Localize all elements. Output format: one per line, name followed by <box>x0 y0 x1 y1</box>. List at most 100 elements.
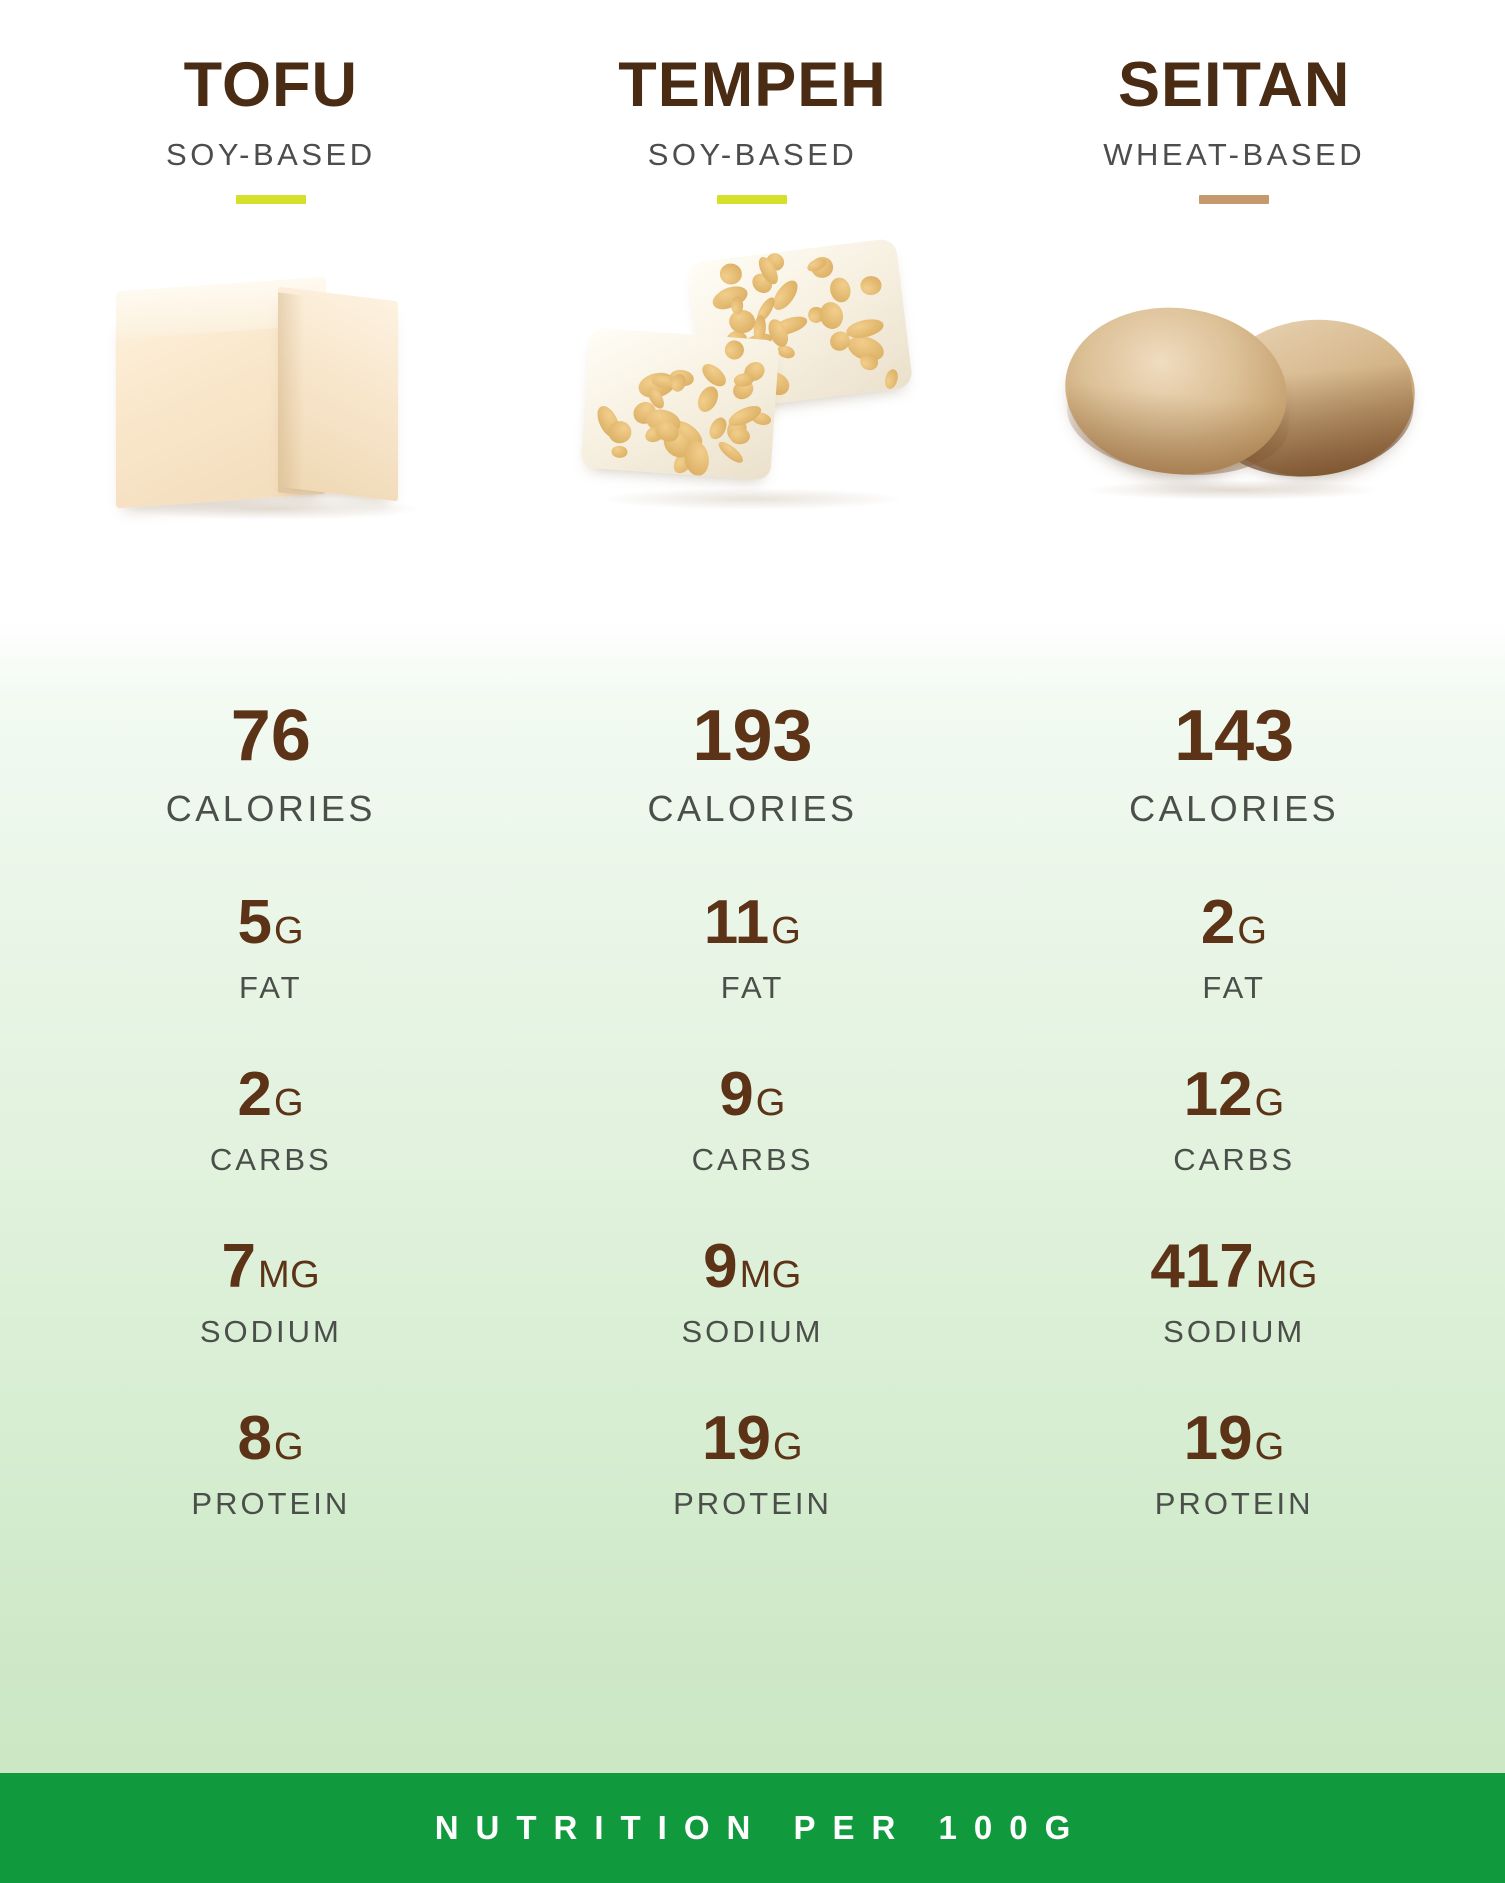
nutrition-label: CALORIES <box>647 788 858 829</box>
value-unit: G <box>274 910 305 952</box>
nutrition-label: CARBS <box>209 1142 332 1177</box>
nutrition-value: 9 MG <box>703 1236 802 1298</box>
nutrition-value: 9 G <box>719 1064 786 1126</box>
value-number: 9 <box>703 1232 738 1301</box>
nutrition-label: PROTEIN <box>673 1486 832 1521</box>
value-unit: G <box>755 1082 786 1124</box>
value-number: 143 <box>1174 696 1295 776</box>
column-seitan: SEITAN WHEAT-BASED <box>993 54 1475 516</box>
nutrition-value: 417 MG <box>1150 1236 1318 1298</box>
column-subtitle: SOY-BASED <box>166 137 376 172</box>
footer-banner: NUTRITION PER 100G <box>0 1773 1505 1883</box>
nutrition-label: FAT <box>239 970 303 1005</box>
nutrition-cell: 2 G FAT <box>993 892 1475 1006</box>
tofu-slice-shade <box>277 292 304 496</box>
soybean-speck <box>729 309 756 334</box>
nutrition-value: 8 G <box>238 1408 305 1470</box>
nutrition-label: CARBS <box>691 1142 814 1177</box>
value-unit: G <box>1237 910 1268 952</box>
tempeh-blocks-icon <box>577 237 927 516</box>
column-title: TEMPEH <box>618 50 887 120</box>
value-unit: G <box>274 1082 305 1124</box>
nutrition-value: 11 G <box>704 892 802 954</box>
value-unit: MG <box>257 1254 321 1296</box>
nutrition-row-protein: 8 G PROTEIN 19 G PROTEIN 19 G PROTEIN <box>0 1408 1505 1522</box>
nutrition-value: 19 G <box>1184 1408 1285 1470</box>
nutrition-cell: 193 CALORIES <box>512 700 994 830</box>
value-number: 2 <box>237 1060 273 1129</box>
accent-bar <box>1199 195 1270 204</box>
nutrition-label: CALORIES <box>165 788 376 829</box>
soybean-speck <box>883 368 900 391</box>
nutrition-value: 19 G <box>702 1408 803 1470</box>
nutrition-cell: 19 G PROTEIN <box>993 1408 1475 1522</box>
column-tempeh: TEMPEH SOY-BASED <box>512 54 994 516</box>
nutrition-row-fat: 5 G FAT 11 G FAT 2 G FAT <box>0 892 1505 1006</box>
product-columns: TOFU SOY-BASED TEMPEH SOY-BASED <box>0 0 1505 520</box>
nutrition-cell: 143 CALORIES <box>993 700 1475 830</box>
nutrition-cell: 2 G CARBS <box>30 1064 512 1178</box>
soybean-speck <box>682 439 712 478</box>
nutrition-cell: 12 G CARBS <box>993 1064 1475 1178</box>
nutrition-label: FAT <box>720 970 785 1005</box>
nutrition-value: 76 <box>231 700 311 772</box>
value-unit: G <box>772 1426 803 1468</box>
column-subtitle: WHEAT-BASED <box>1103 137 1366 172</box>
food-image-seitan <box>993 226 1475 516</box>
value-number: 19 <box>1183 1404 1253 1473</box>
column-tofu: TOFU SOY-BASED <box>30 50 512 520</box>
soybean-speck <box>730 428 752 445</box>
nutrition-cell: 9 MG SODIUM <box>512 1236 994 1350</box>
value-unit: G <box>274 1426 305 1468</box>
value-number: 12 <box>1183 1060 1253 1129</box>
drop-shadow <box>597 488 908 510</box>
value-number: 19 <box>701 1404 771 1473</box>
soybean-speck <box>718 261 744 286</box>
drop-shadow <box>1083 480 1384 500</box>
value-number: 8 <box>237 1404 273 1473</box>
nutrition-label: PROTEIN <box>1154 1486 1314 1521</box>
column-title: TOFU <box>183 50 358 120</box>
value-unit: G <box>1254 1082 1285 1124</box>
nutrition-cell: 9 G CARBS <box>512 1064 994 1178</box>
soybean-speck <box>698 359 731 391</box>
soybean-speck <box>607 420 633 445</box>
nutrition-label: CARBS <box>1173 1142 1296 1177</box>
nutrition-cell: 417 MG SODIUM <box>993 1236 1475 1350</box>
accent-bar <box>235 195 306 204</box>
nutrition-row-calories: 76 CALORIES 193 CALORIES 143 CALORIES <box>0 700 1505 830</box>
nutrition-label: SODIUM <box>1163 1314 1306 1349</box>
nutrition-value: 143 <box>1174 700 1294 772</box>
nutrition-cell: 19 G PROTEIN <box>512 1408 994 1522</box>
nutrition-value: 12 G <box>1184 1064 1285 1126</box>
food-image-tofu <box>30 226 512 520</box>
value-unit: G <box>1254 1426 1285 1468</box>
nutrition-value: 7 MG <box>221 1236 320 1298</box>
value-number: 2 <box>1200 888 1236 957</box>
nutrition-label: CALORIES <box>1129 788 1340 829</box>
nutrition-label: FAT <box>1202 970 1266 1005</box>
nutrition-cell: 5 G FAT <box>30 892 512 1006</box>
tempeh-block-front <box>580 327 781 481</box>
soybean-speck <box>827 275 854 304</box>
value-number: 193 <box>692 696 813 776</box>
value-unit: MG <box>739 1254 802 1296</box>
nutrition-cell: 76 CALORIES <box>30 700 512 830</box>
food-image-tempeh <box>512 226 994 516</box>
nutrition-value: 5 G <box>238 892 305 954</box>
nutrition-label: PROTEIN <box>191 1486 351 1521</box>
column-title: SEITAN <box>1117 50 1351 120</box>
nutrition-label: SODIUM <box>199 1314 342 1349</box>
accent-bar <box>717 195 788 204</box>
value-unit: G <box>771 910 802 952</box>
nutrition-row-sodium: 7 MG SODIUM 9 MG SODIUM 417 MG SODIUM <box>0 1236 1505 1350</box>
value-number: 417 <box>1150 1232 1254 1301</box>
soybean-speck <box>694 382 724 416</box>
column-subtitle: SOY-BASED <box>647 137 858 172</box>
value-unit: MG <box>1255 1254 1318 1296</box>
seitan-slices-icon <box>1057 276 1423 516</box>
value-number: 9 <box>719 1060 754 1129</box>
nutrition-cell: 7 MG SODIUM <box>30 1236 512 1350</box>
value-number: 7 <box>221 1232 256 1301</box>
